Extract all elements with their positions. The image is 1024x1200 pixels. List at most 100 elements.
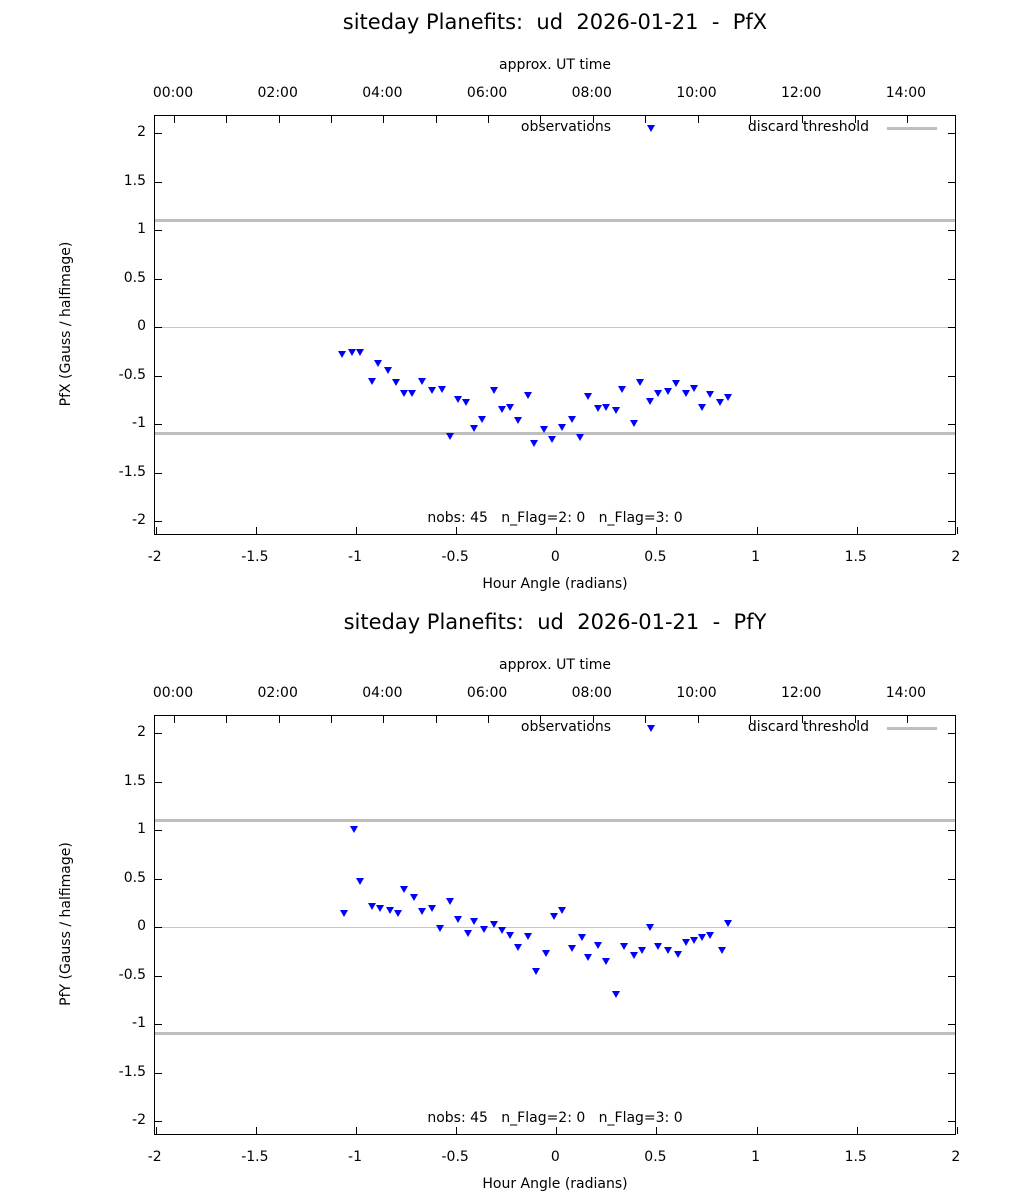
y-tick-label: -2 [132,512,146,528]
y-tick-mark [948,1121,955,1122]
data-point-marker [399,886,408,894]
data-point-marker [698,404,706,412]
data-point-marker [663,947,672,955]
data-point-marker [505,404,514,412]
y-tick-label: 0.5 [123,269,146,286]
y-tick-mark [155,133,162,134]
data-point-marker [583,392,592,400]
data-point-marker [477,416,486,424]
ut-tick-mark [697,716,699,723]
y-tick-label: 0 [137,918,146,934]
y-tick-mark [155,878,162,880]
y-tick-mark [155,781,162,783]
x-tick-label: -2 [147,549,162,565]
data-point-marker [505,931,514,939]
data-point-marker [383,366,392,374]
y-tick-label: 1.5 [123,772,146,789]
y-tick-mark [155,1024,162,1025]
data-point-marker [479,925,488,933]
ut-tick-mark [592,116,594,123]
ut-tick-mark [592,716,594,723]
data-point-marker [541,950,550,958]
zero-line [155,327,955,328]
data-point-marker [611,990,620,998]
x-tick-mark [856,1127,858,1134]
data-point-marker [523,932,532,940]
x-tick-mark [956,527,958,534]
ut-tick-mark [331,116,333,123]
x-tick-label: 0.5 [644,549,667,565]
data-point-marker [513,417,522,425]
data-point-marker [689,936,698,944]
data-point-marker [557,423,566,431]
data-point-marker [489,387,498,395]
y-tick-label: -2 [132,1112,146,1128]
data-point-marker [523,391,532,399]
data-point-marker [347,349,356,357]
x-tick-label: -1 [348,1149,362,1165]
y-tick-mark [948,1072,955,1074]
data-point-marker [716,398,725,406]
x-tick-label: -0.5 [441,549,469,565]
legend-label-discard-threshold: discard threshold [747,719,869,735]
y-tick-label: 0.5 [123,869,146,886]
x-tick-mark [356,527,358,534]
x-tick-mark [456,527,458,534]
data-point-marker [375,904,384,912]
data-point-marker [601,403,610,411]
y-tick-mark [155,927,162,928]
discard-threshold-line [155,218,955,222]
discard-threshold-line [155,1032,955,1036]
x-tick-mark [656,527,658,534]
data-point-marker [549,913,558,921]
x-tick-label: 2 [951,549,961,565]
data-point-marker [355,349,364,357]
data-point-marker [663,387,672,395]
x2-axis-label: approx. UT time [499,57,611,73]
y-tick-mark [155,230,162,231]
ut-tick-label: 00:00 [152,685,194,701]
y-tick-mark [948,472,955,474]
ut-tick-label: 00:00 [152,85,194,101]
data-point-marker [706,931,715,939]
plot-panel-pfx: siteday Planefits: ud 2026-01-21 - PfX a… [58,10,961,592]
data-point-marker [567,945,576,953]
data-point-marker [417,908,426,916]
x-tick-label: 1 [751,549,761,565]
data-point-marker [718,947,727,955]
data-point-marker [567,416,576,424]
ut-tick-label: 02:00 [257,685,298,701]
ut-tick-mark [749,716,751,723]
y-tick-mark [155,424,162,425]
ut-tick-mark [174,116,175,123]
x-tick-mark [556,527,558,534]
x-tick-mark [456,1127,458,1134]
y-tick-mark [948,733,955,734]
y-tick-mark [948,927,955,928]
data-point-marker [427,387,436,395]
y-tick-mark [155,327,162,328]
data-point-marker [577,933,586,941]
ut-tick-label: 06:00 [466,85,508,101]
ut-tick-label: 08:00 [571,85,612,101]
ut-tick-mark [383,116,385,123]
y-tick-mark [948,327,955,328]
y-tick-label: 1.5 [123,172,146,189]
y-tick-label: 2 [137,724,146,740]
ut-tick-label: 04:00 [362,85,403,101]
data-point-marker [489,921,498,929]
ut-tick-label: 14:00 [885,685,927,701]
legend-triangle-down-icon [647,125,655,132]
plot-area: observations discard threshold nobs: 45 … [154,115,958,535]
data-point-marker [629,420,638,427]
data-point-marker [635,379,644,387]
data-point-marker [367,378,376,386]
data-point-marker [453,916,462,924]
y-axis-label: PfY (Gauss / halfimage) [58,842,74,1006]
x-tick-mark [255,527,257,534]
data-point-marker [601,957,610,965]
ut-tick-mark [488,716,490,723]
x-tick-mark [756,527,758,534]
x-tick-label: 2 [951,1149,961,1165]
y-tick-mark [155,521,162,522]
